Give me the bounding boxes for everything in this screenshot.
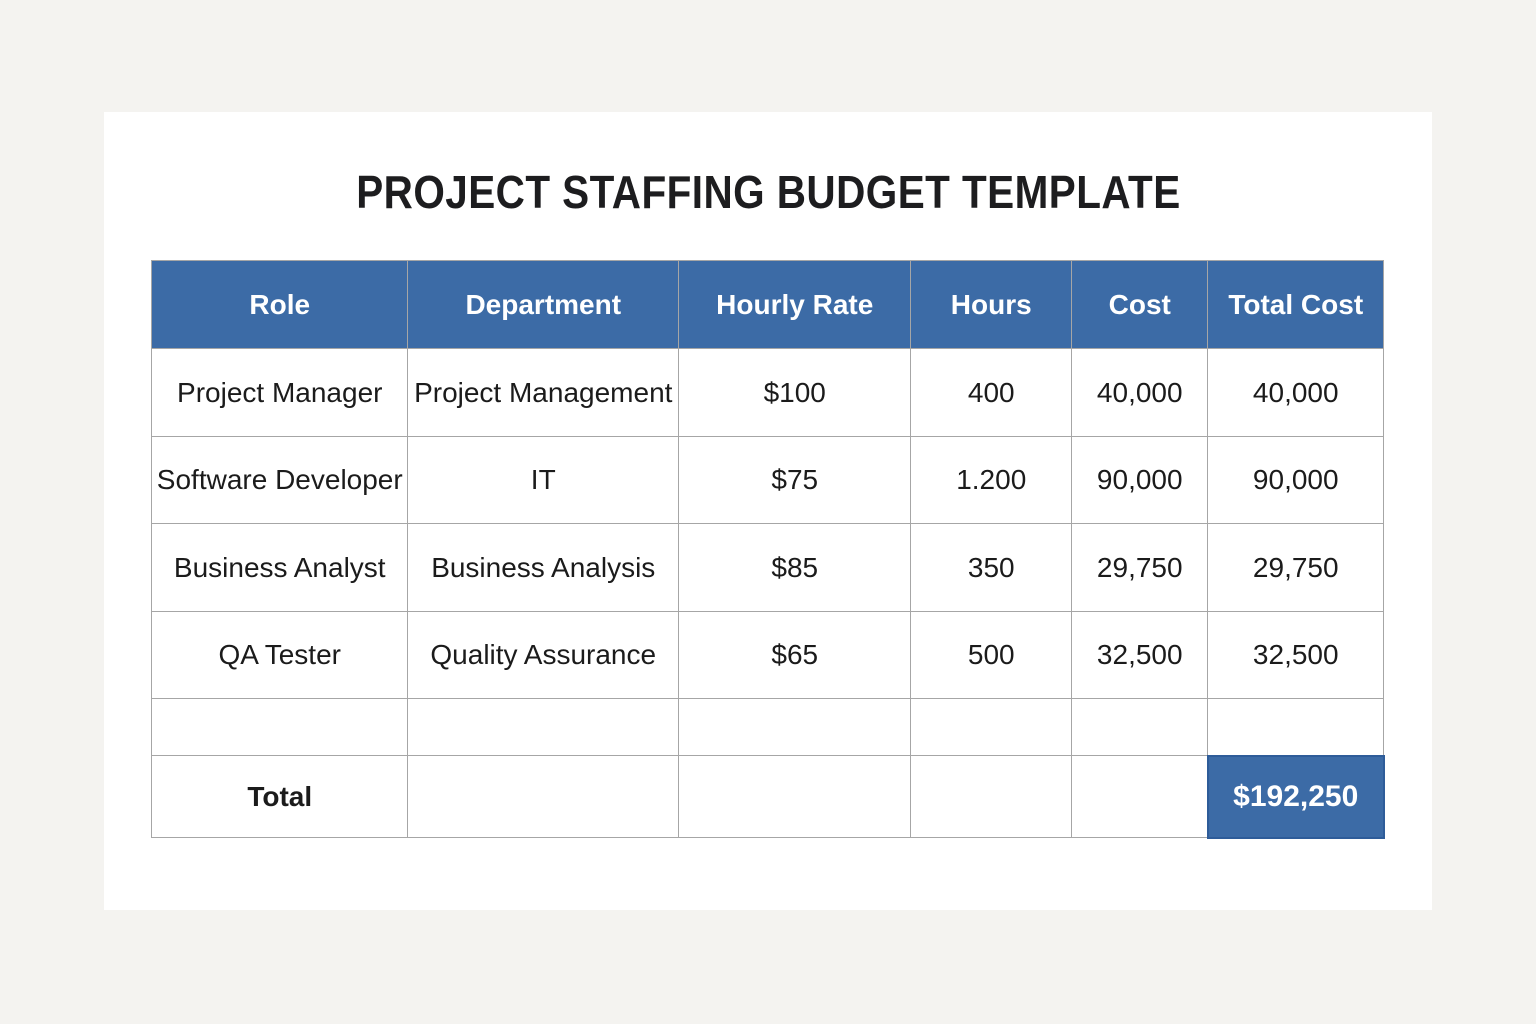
cell-hourly-rate: $85: [678, 523, 912, 612]
template-card: PROJECT STAFFING BUDGET TEMPLATE Role De…: [104, 112, 1432, 910]
cell-hours: [910, 698, 1073, 756]
cell-department: [407, 755, 680, 838]
header-row: Role Department Hourly Rate Hours Cost T…: [151, 260, 1385, 349]
col-header-cost: Cost: [1071, 260, 1209, 349]
cell-department: Quality Assurance: [407, 611, 680, 699]
cell-hours: 400: [910, 348, 1073, 437]
empty-row: [151, 698, 1385, 756]
cell-department: [407, 698, 680, 756]
cell-cost: 29,750: [1071, 523, 1209, 612]
staffing-budget-table: Role Department Hourly Rate Hours Cost T…: [151, 260, 1385, 839]
cell-hourly-rate: [678, 698, 912, 756]
cell-hours: [910, 755, 1073, 838]
cell-role: Project Manager: [151, 348, 409, 437]
cell-hourly-rate: $65: [678, 611, 912, 699]
cell-total-cost: 29,750: [1207, 523, 1385, 612]
table-row: QA Tester Quality Assurance $65 500 32,5…: [151, 611, 1385, 699]
cell-hours: 1.200: [910, 436, 1073, 524]
cell-hourly-rate: $100: [678, 348, 912, 437]
col-header-department: Department: [407, 260, 680, 349]
cell-total-cost: 32,500: [1207, 611, 1385, 699]
cell-total-cost: 40,000: [1207, 348, 1385, 437]
page-title-text: PROJECT STAFFING BUDGET TEMPLATE: [355, 166, 1181, 218]
total-label-cell: Total: [151, 755, 409, 838]
cell-department: IT: [407, 436, 680, 524]
cell-cost: 90,000: [1071, 436, 1209, 524]
total-row: Total $192,250: [151, 754, 1385, 839]
cell-hourly-rate: [678, 755, 912, 838]
cell-hourly-rate: $75: [678, 436, 912, 524]
col-header-total-cost: Total Cost: [1207, 260, 1385, 349]
table-row: Business Analyst Business Analysis $85 3…: [151, 523, 1385, 612]
cell-department: Business Analysis: [407, 523, 680, 612]
cell-hours: 500: [910, 611, 1073, 699]
col-header-hourly-rate: Hourly Rate: [678, 260, 912, 349]
cell-role: [151, 698, 409, 756]
cell-cost: 32,500: [1071, 611, 1209, 699]
cell-department: Project Management: [407, 348, 680, 437]
cell-cost: [1071, 698, 1209, 756]
table-row: Project Manager Project Management $100 …: [151, 348, 1385, 437]
cell-cost: 40,000: [1071, 348, 1209, 437]
cell-total-cost: 90,000: [1207, 436, 1385, 524]
total-value-cell: $192,250: [1206, 754, 1385, 839]
cell-total-cost: [1207, 698, 1385, 756]
cell-role: Business Analyst: [151, 523, 409, 612]
table-row: Software Developer IT $75 1.200 90,000 9…: [151, 436, 1385, 524]
cell-cost: [1071, 755, 1209, 838]
col-header-role: Role: [151, 260, 409, 349]
cell-hours: 350: [910, 523, 1073, 612]
page-title: PROJECT STAFFING BUDGET TEMPLATE: [104, 168, 1432, 216]
cell-role: QA Tester: [151, 611, 409, 699]
cell-role: Software Developer: [151, 436, 409, 524]
col-header-hours: Hours: [910, 260, 1073, 349]
